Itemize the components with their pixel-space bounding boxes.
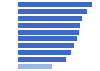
Bar: [18, 64, 52, 69]
Bar: [18, 9, 87, 14]
Bar: [18, 16, 82, 21]
Bar: [18, 30, 79, 35]
Bar: [18, 2, 92, 7]
Bar: [18, 43, 74, 48]
Bar: [18, 23, 80, 28]
Bar: [18, 57, 66, 62]
Bar: [18, 36, 77, 41]
Bar: [18, 50, 71, 55]
